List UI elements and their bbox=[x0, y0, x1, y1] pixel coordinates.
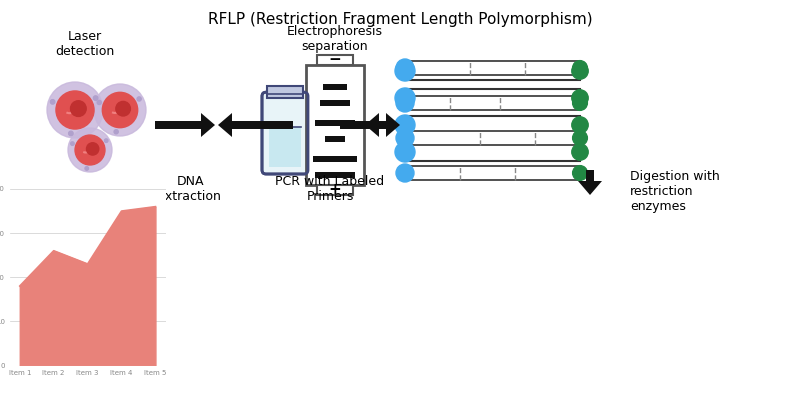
Bar bbox=[325, 136, 345, 142]
Circle shape bbox=[396, 94, 414, 112]
FancyBboxPatch shape bbox=[262, 92, 308, 174]
Circle shape bbox=[573, 96, 587, 110]
Bar bbox=[405, 62, 580, 80]
Text: PCR with Labeled
Primers: PCR with Labeled Primers bbox=[275, 175, 385, 203]
Text: +: + bbox=[329, 183, 342, 197]
Circle shape bbox=[572, 63, 588, 79]
Circle shape bbox=[56, 91, 94, 129]
Text: RFLP (Restriction Fragment Length Polymorphism): RFLP (Restriction Fragment Length Polymo… bbox=[208, 12, 592, 27]
Circle shape bbox=[396, 129, 414, 147]
Bar bbox=[405, 131, 580, 145]
Circle shape bbox=[86, 143, 99, 155]
Bar bbox=[315, 120, 355, 126]
Circle shape bbox=[396, 59, 414, 77]
Circle shape bbox=[137, 97, 142, 101]
Bar bbox=[405, 143, 580, 161]
Bar bbox=[405, 116, 580, 134]
Circle shape bbox=[47, 82, 103, 138]
Polygon shape bbox=[218, 113, 293, 137]
Circle shape bbox=[396, 164, 414, 182]
Bar bbox=[405, 166, 580, 180]
Circle shape bbox=[70, 142, 74, 145]
Bar bbox=[267, 86, 303, 98]
Polygon shape bbox=[155, 113, 215, 137]
Circle shape bbox=[116, 101, 130, 116]
Polygon shape bbox=[340, 113, 400, 137]
Circle shape bbox=[573, 165, 587, 180]
Bar bbox=[405, 61, 580, 75]
Circle shape bbox=[572, 144, 588, 160]
Polygon shape bbox=[578, 170, 602, 195]
Circle shape bbox=[573, 60, 587, 75]
Bar bbox=[405, 96, 580, 110]
Circle shape bbox=[70, 101, 86, 116]
Circle shape bbox=[94, 84, 146, 136]
Circle shape bbox=[85, 167, 89, 170]
Circle shape bbox=[75, 135, 105, 165]
Circle shape bbox=[50, 100, 55, 104]
Bar bbox=[313, 155, 357, 162]
Text: DNA
Extraction: DNA Extraction bbox=[158, 175, 222, 203]
Text: Laser
detection: Laser detection bbox=[55, 30, 114, 58]
Circle shape bbox=[102, 92, 138, 128]
Bar bbox=[323, 84, 347, 89]
Circle shape bbox=[572, 90, 588, 106]
Circle shape bbox=[395, 142, 415, 162]
Circle shape bbox=[395, 115, 415, 135]
Circle shape bbox=[573, 131, 587, 145]
Circle shape bbox=[94, 96, 98, 100]
Bar bbox=[317, 55, 353, 65]
Circle shape bbox=[395, 61, 415, 81]
Circle shape bbox=[68, 128, 112, 172]
Bar bbox=[269, 126, 301, 167]
Circle shape bbox=[69, 131, 73, 136]
Circle shape bbox=[97, 100, 102, 105]
Circle shape bbox=[105, 139, 108, 142]
Text: −: − bbox=[329, 52, 342, 68]
Bar bbox=[306, 65, 364, 185]
Circle shape bbox=[114, 130, 118, 134]
Bar bbox=[320, 100, 350, 106]
Bar bbox=[315, 172, 355, 178]
Text: Electrophoresis
separation: Electrophoresis separation bbox=[287, 25, 383, 53]
Bar bbox=[317, 185, 353, 195]
Circle shape bbox=[395, 88, 415, 108]
Bar bbox=[405, 89, 580, 107]
Text: Digestion with
restriction
enzymes: Digestion with restriction enzymes bbox=[630, 170, 720, 213]
Circle shape bbox=[572, 117, 588, 133]
Polygon shape bbox=[365, 113, 395, 137]
